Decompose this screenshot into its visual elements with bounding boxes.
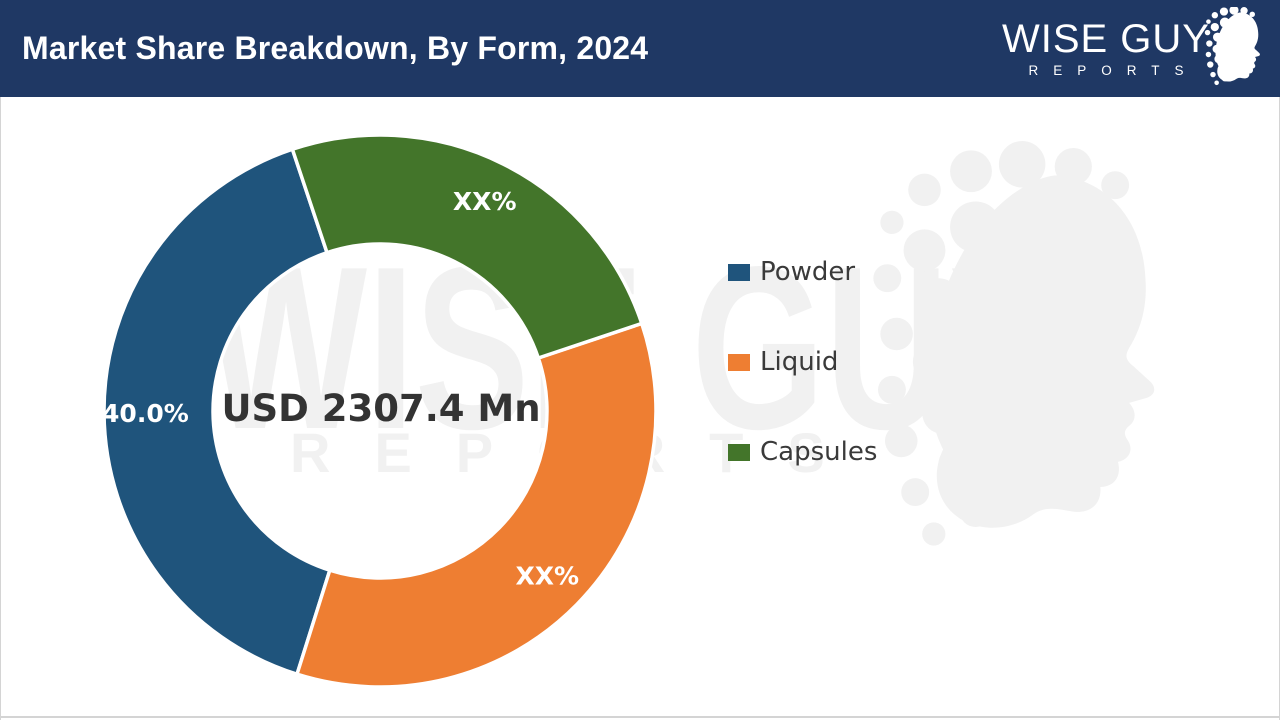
page-title: Market Share Breakdown, By Form, 2024 [22,30,649,66]
legend-item-powder[interactable]: Powder [728,257,877,287]
header-bar: Market Share Breakdown, By Form, 2024 WI… [0,0,1280,97]
brand-wordmark-line1: WISE GUY [1001,17,1210,61]
legend-label-liquid: Liquid [760,347,839,377]
brand-wordmark: WISE GUY REPORTS [1002,19,1210,78]
slice-label-liquid: XX% [515,561,579,590]
donut-segment-capsules[interactable] [290,133,644,360]
page-bottom-border [0,716,1280,718]
chart-legend: Powder Liquid Capsules [728,257,877,467]
center-value-label: USD 2307.4 Mn [221,387,540,430]
slice-label-capsules: XX% [453,187,517,216]
donut-segment-liquid[interactable] [295,321,658,689]
legend-swatch-capsules [728,443,750,461]
legend-label-capsules: Capsules [760,437,878,467]
slice-label-powder: 40.0% [102,399,189,428]
donut-segment-powder[interactable] [102,147,332,676]
legend-swatch-powder [728,263,750,281]
brand-wordmark-line2: REPORTS [1028,63,1199,78]
page-left-border [0,97,1,720]
legend-swatch-liquid [728,353,750,371]
legend-item-liquid[interactable]: Liquid [728,347,877,377]
brand-face-icon [1204,6,1260,85]
brand-logo: WISE GUY REPORTS [1002,6,1264,91]
legend-label-powder: Powder [760,257,856,287]
legend-item-capsules[interactable]: Capsules [728,437,877,467]
